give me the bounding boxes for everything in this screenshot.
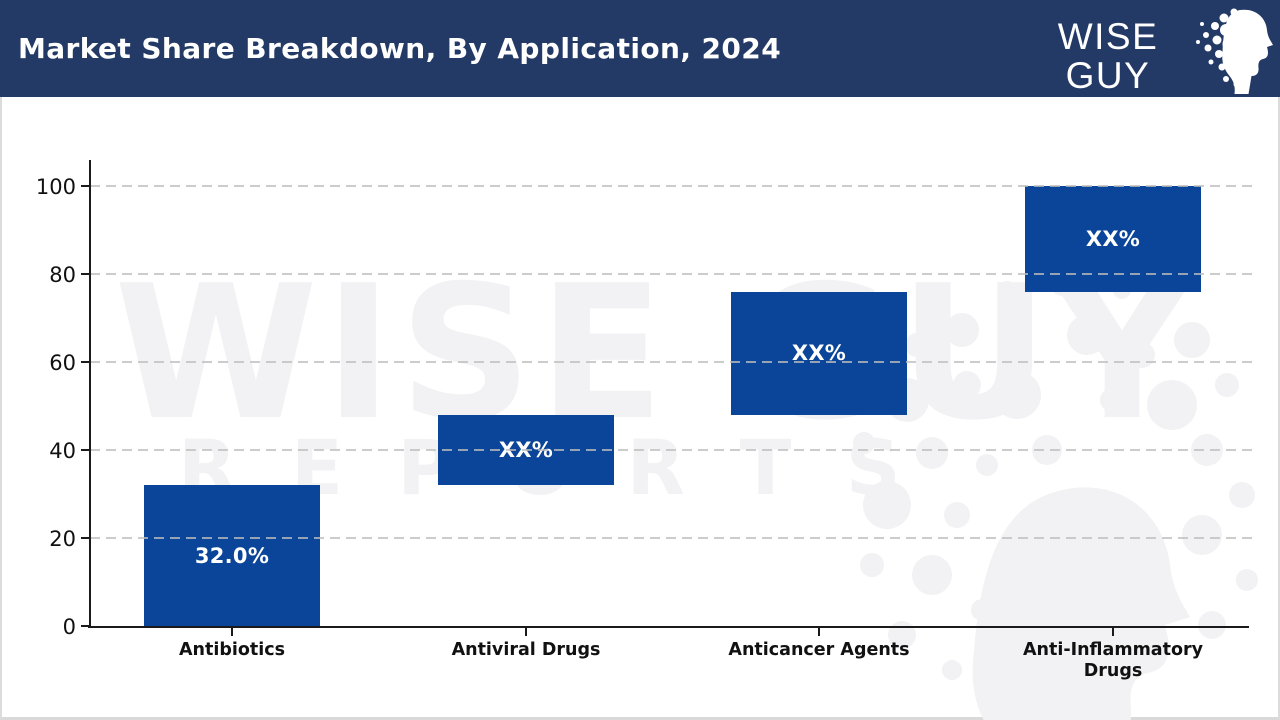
y-tick-label-80: 80 — [49, 263, 76, 287]
gridline-y60 — [90, 361, 1255, 363]
y-tick-80 — [81, 273, 89, 275]
watermark-head-graphic — [853, 274, 1258, 720]
x-category-label: Antiviral Drugs — [451, 640, 601, 660]
y-tick-label-60: 60 — [49, 351, 76, 375]
gridline-y20 — [90, 537, 1255, 539]
x-tick-1 — [231, 628, 233, 636]
y-tick-label-40: 40 — [49, 439, 76, 463]
y-tick-40 — [81, 449, 89, 451]
logo-head-icon — [1196, 8, 1273, 94]
logo-text: WISE GUY REPORTS — [1026, 16, 1190, 116]
y-tick-0 — [81, 625, 89, 627]
y-tick-100 — [81, 185, 89, 187]
y-tick-label-100: 100 — [35, 175, 76, 199]
x-category-label: Antibiotics — [178, 640, 286, 660]
chart-area: WISE GUY R E P O R T S 02040608010032.0%… — [0, 97, 1280, 720]
header-bar: Market Share Breakdown, By Application, … — [0, 0, 1280, 116]
y-tick-20 — [81, 537, 89, 539]
gridline-y100 — [90, 185, 1255, 187]
bar-value-label: XX% — [1085, 226, 1141, 251]
bar-anticancer-agents: XX% — [731, 291, 907, 415]
logo-wordmark: WISE GUY — [1057, 16, 1159, 96]
x-category-label: Anticancer Agents — [728, 640, 910, 660]
gridline-y80 — [90, 273, 1255, 275]
x-category-label: Anti-Inflammatory Drugs — [1022, 640, 1204, 682]
x-tick-2 — [525, 628, 527, 636]
bar-value-label: 32.0% — [194, 543, 270, 568]
chart-title: Market Share Breakdown, By Application, … — [18, 32, 782, 65]
bar-antibiotics: 32.0% — [144, 485, 320, 626]
y-tick-label-0: 0 — [62, 615, 76, 639]
x-tick-4 — [1112, 628, 1114, 636]
y-axis-spine — [89, 160, 91, 628]
gridline-y40 — [90, 449, 1255, 451]
y-tick-60 — [81, 361, 89, 363]
logo-subtitle: REPORTS — [1040, 98, 1180, 116]
x-tick-3 — [818, 628, 820, 636]
y-tick-label-20: 20 — [49, 527, 76, 551]
x-axis-spine — [88, 626, 1249, 628]
wise-guy-reports-logo: WISE GUY REPORTS — [1026, 0, 1276, 116]
bar-anti-inflammatory-drugs: XX% — [1025, 186, 1201, 292]
